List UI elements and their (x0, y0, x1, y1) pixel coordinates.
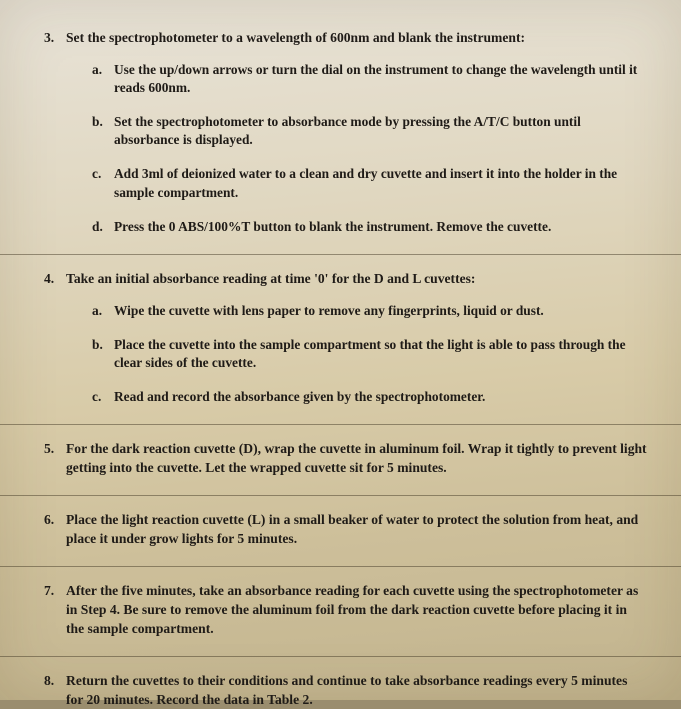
item-number: 6. (44, 510, 66, 529)
list-item: 5.For the dark reaction cuvette (D), wra… (44, 439, 647, 477)
sub-text: Set the spectrophotometer to absorbance … (114, 113, 647, 149)
item-line: 3.Set the spectrophotometer to a wavelen… (44, 28, 647, 47)
sub-letter: b. (92, 113, 114, 131)
sub-item: b.Set the spectrophotometer to absorbanc… (92, 113, 647, 149)
list-item: 8.Return the cuvettes to their condition… (44, 671, 647, 709)
item-line: 4.Take an initial absorbance reading at … (44, 269, 647, 288)
sub-item: a.Wipe the cuvette with lens paper to re… (92, 302, 647, 320)
sub-letter: a. (92, 302, 114, 320)
item-number: 3. (44, 28, 66, 47)
list-item: 3.Set the spectrophotometer to a wavelen… (44, 28, 647, 236)
list-item: 6.Place the light reaction cuvette (L) i… (44, 510, 647, 548)
section-divider (0, 656, 681, 657)
sub-item: c.Add 3ml of deionized water to a clean … (92, 165, 647, 201)
item-text: Place the light reaction cuvette (L) in … (66, 510, 647, 548)
item-text: Take an initial absorbance reading at ti… (66, 269, 647, 288)
sub-letter: c. (92, 388, 114, 406)
sub-letter: d. (92, 218, 114, 236)
item-text: Set the spectrophotometer to a wavelengt… (66, 28, 647, 47)
sub-item: a.Use the up/down arrows or turn the dia… (92, 61, 647, 97)
sub-text: Use the up/down arrows or turn the dial … (114, 61, 647, 97)
sub-list: a.Wipe the cuvette with lens paper to re… (44, 302, 647, 406)
sub-text: Wipe the cuvette with lens paper to remo… (114, 302, 647, 320)
sub-letter: a. (92, 61, 114, 79)
document-page: 3.Set the spectrophotometer to a wavelen… (0, 0, 681, 700)
item-text: Return the cuvettes to their conditions … (66, 671, 647, 709)
item-text: For the dark reaction cuvette (D), wrap … (66, 439, 647, 477)
list-item: 4.Take an initial absorbance reading at … (44, 269, 647, 406)
item-text: After the five minutes, take an absorban… (66, 581, 647, 638)
section-divider (0, 495, 681, 496)
sub-text: Add 3ml of deionized water to a clean an… (114, 165, 647, 201)
item-line: 6.Place the light reaction cuvette (L) i… (44, 510, 647, 548)
section-divider (0, 566, 681, 567)
sub-text: Read and record the absorbance given by … (114, 388, 647, 406)
section-divider (0, 254, 681, 255)
item-number: 8. (44, 671, 66, 690)
sub-item: c.Read and record the absorbance given b… (92, 388, 647, 406)
sub-letter: b. (92, 336, 114, 354)
section-divider (0, 424, 681, 425)
sub-text: Press the 0 ABS/100%T button to blank th… (114, 218, 647, 236)
item-number: 7. (44, 581, 66, 600)
sub-item: d.Press the 0 ABS/100%T button to blank … (92, 218, 647, 236)
item-line: 8.Return the cuvettes to their condition… (44, 671, 647, 709)
item-number: 4. (44, 269, 66, 288)
sub-item: b.Place the cuvette into the sample comp… (92, 336, 647, 372)
sub-text: Place the cuvette into the sample compar… (114, 336, 647, 372)
list-item: 7.After the five minutes, take an absorb… (44, 581, 647, 638)
sub-letter: c. (92, 165, 114, 183)
sub-list: a.Use the up/down arrows or turn the dia… (44, 61, 647, 236)
item-number: 5. (44, 439, 66, 458)
item-line: 7.After the five minutes, take an absorb… (44, 581, 647, 638)
item-line: 5.For the dark reaction cuvette (D), wra… (44, 439, 647, 477)
